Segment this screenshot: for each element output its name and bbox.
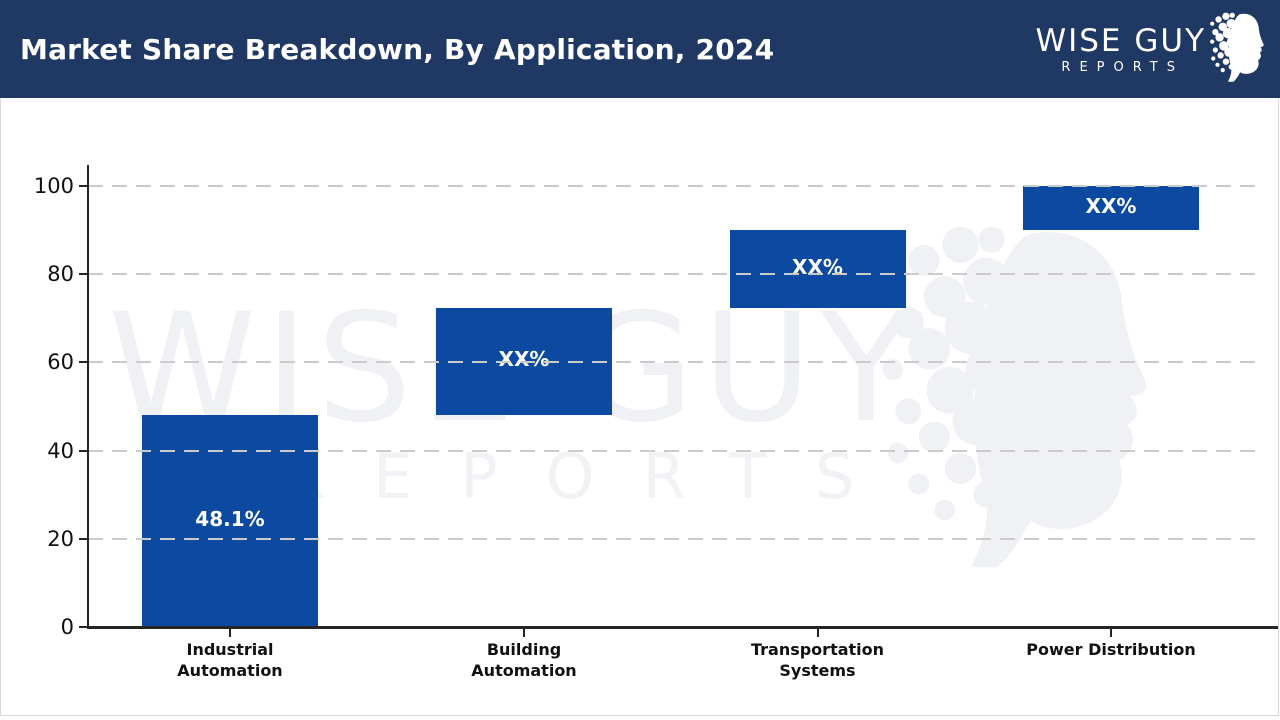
x-tick-label: Industrial Automation bbox=[177, 640, 283, 680]
y-tick-mark bbox=[79, 185, 88, 187]
x-tick-label: Building Automation bbox=[471, 640, 577, 680]
bar-building-automation: XX% bbox=[436, 307, 612, 415]
x-tick-mark bbox=[523, 629, 525, 637]
y-tick-mark bbox=[79, 361, 88, 364]
grid-line bbox=[88, 185, 1264, 187]
grid-line bbox=[88, 361, 1264, 364]
bar-value-label: XX% bbox=[792, 254, 843, 279]
bar-value-label: XX% bbox=[1085, 194, 1137, 219]
chart-title: Market Share Breakdown, By Application, … bbox=[20, 32, 775, 66]
y-tick-label: 60 bbox=[47, 350, 74, 375]
x-axis-line bbox=[87, 626, 1278, 629]
bar-value-label: XX% bbox=[498, 347, 550, 372]
grid-line bbox=[88, 537, 1264, 540]
grid-line bbox=[88, 449, 1264, 452]
wiseguy-logo: WISE GUY REPORTS bbox=[1035, 12, 1266, 86]
header-bar: Market Share Breakdown, By Application, … bbox=[0, 0, 1280, 98]
y-axis-line bbox=[87, 165, 89, 628]
y-tick-label: 80 bbox=[47, 262, 74, 287]
bar-power-distribution: XX% bbox=[1023, 186, 1199, 231]
y-tick-label: 0 bbox=[60, 615, 74, 639]
logo-text: WISE GUY REPORTS bbox=[1035, 24, 1206, 75]
logo-subtitle: REPORTS bbox=[1061, 59, 1185, 75]
y-tick-label: 100 bbox=[33, 174, 74, 198]
logo-wordmark: WISE GUY bbox=[1035, 22, 1206, 59]
y-tick-mark bbox=[79, 449, 88, 452]
x-tick-mark bbox=[1110, 629, 1112, 637]
bar-industrial-automation: 48.1% bbox=[142, 414, 318, 627]
x-tick-mark bbox=[816, 629, 819, 637]
grid-line bbox=[88, 273, 1264, 276]
y-tick-mark bbox=[79, 626, 88, 628]
x-tick-label: Power Distribution bbox=[1026, 640, 1196, 659]
y-tick-mark bbox=[79, 273, 88, 276]
y-tick-mark bbox=[79, 537, 88, 540]
y-tick-label: 20 bbox=[47, 526, 74, 551]
x-tick-mark bbox=[229, 629, 231, 637]
bar-transportation-systems: XX% bbox=[729, 230, 906, 308]
x-tick-label: Transportation Systems bbox=[750, 640, 885, 680]
logo-head-icon bbox=[1208, 12, 1266, 86]
watermark-subtitle: REPORTS bbox=[282, 440, 903, 513]
bar-value-label: 48.1% bbox=[195, 506, 265, 531]
y-tick-label: 40 bbox=[47, 438, 74, 463]
